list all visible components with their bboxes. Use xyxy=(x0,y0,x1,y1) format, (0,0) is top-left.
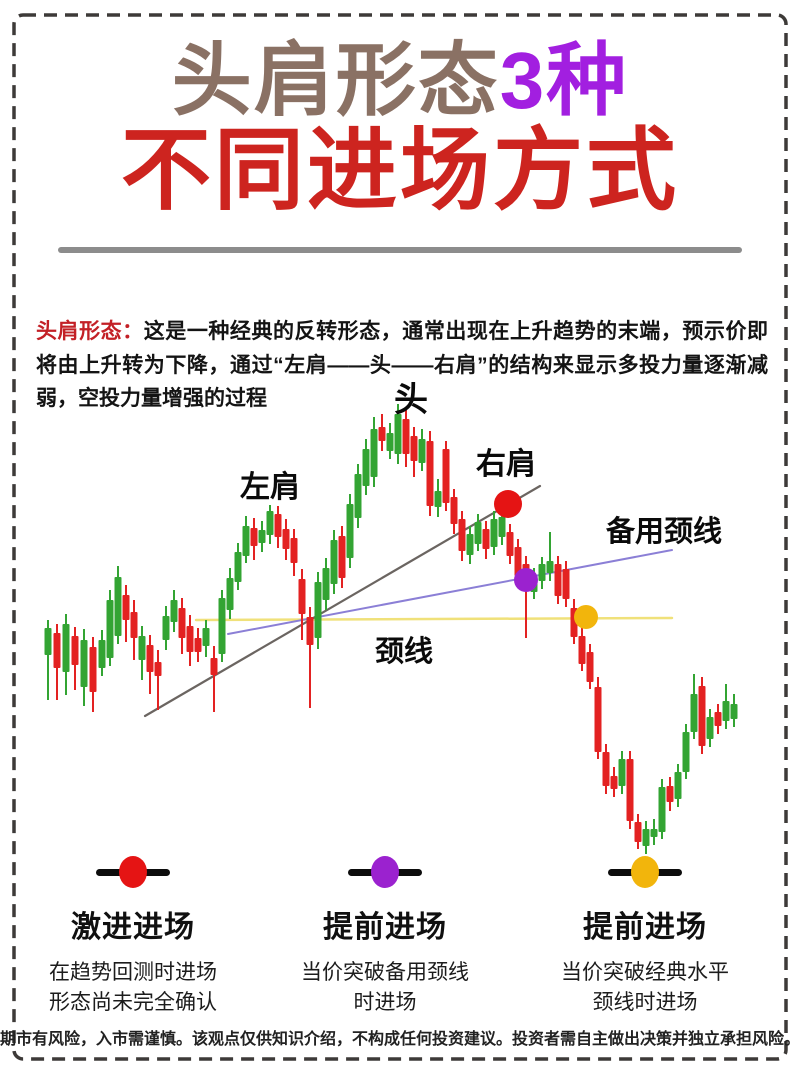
legend-desc-line2: 时进场 xyxy=(353,991,417,1015)
legend-desc: 当价突破经典水平 颈线时进场 xyxy=(520,958,770,1019)
red-dot-icon xyxy=(119,856,147,888)
intro-label: 头肩形态： xyxy=(36,320,144,343)
legend-marker-yellow xyxy=(600,854,690,890)
legend-marker-purple xyxy=(340,854,430,890)
entry-legend: 激进进场 在趋势回测时进场 形态尚未完全确认 提前进场 当价突破备用颈线 时进场… xyxy=(0,854,800,1024)
svg-text:头: 头 xyxy=(394,381,428,419)
legend-marker-red xyxy=(88,854,178,890)
legend-title: 提前进场 xyxy=(323,911,447,944)
title-main-text: 头肩形态 xyxy=(171,36,500,125)
page-title-line1: 头肩形态3种 xyxy=(0,36,800,125)
intro-text: 这是一种经典的反转形态，通常出现在上升趋势的末端，预示价即将由上升转为下降，通过… xyxy=(36,320,769,411)
legend-desc-line1: 在趋势回测时进场 xyxy=(49,961,217,984)
title-accent-text: 3种 xyxy=(499,36,629,125)
svg-text:颈线: 颈线 xyxy=(375,635,433,668)
disclaimer-text: 期市有风险，入市需谨慎。该观点仅供知识介绍，不构成任何投资建议。投资者需自主做出… xyxy=(0,1031,800,1048)
legend-item-aggressive: 激进进场 在趋势回测时进场 形态尚未完全确认 xyxy=(8,854,258,1019)
legend-desc-line1: 当价突破备用颈线 xyxy=(301,961,469,984)
yellow-dot-icon xyxy=(631,856,659,888)
chart-entry-dots xyxy=(494,490,598,629)
legend-desc-line1: 当价突破经典水平 xyxy=(561,961,729,984)
legend-desc: 在趋势回测时进场 形态尚未完全确认 xyxy=(8,958,258,1019)
legend-desc-line2: 颈线时进场 xyxy=(592,991,698,1015)
title-block: 头肩形态3种 不同进场方式 xyxy=(0,36,800,222)
svg-text:右肩: 右肩 xyxy=(476,447,536,481)
title-divider xyxy=(58,247,742,253)
legend-desc-line2: 形态尚未完全确认 xyxy=(49,991,217,1015)
intro-paragraph: 头肩形态：这是一种经典的反转形态，通常出现在上升趋势的末端，预示价即将由上升转为… xyxy=(36,315,768,416)
legend-desc: 当价突破备用颈线 时进场 xyxy=(260,958,510,1019)
svg-text:左肩: 左肩 xyxy=(240,470,300,504)
legend-title: 激进进场 xyxy=(71,911,195,944)
purple-dot-icon xyxy=(371,856,399,888)
svg-text:备用颈线: 备用颈线 xyxy=(605,515,722,548)
page-title-line2: 不同进场方式 xyxy=(121,121,679,222)
legend-item-early-alt: 提前进场 当价突破备用颈线 时进场 xyxy=(260,854,510,1019)
chart-candles xyxy=(44,404,738,854)
legend-item-early-classic: 提前进场 当价突破经典水平 颈线时进场 xyxy=(520,854,770,1019)
legend-title: 提前进场 xyxy=(583,911,707,944)
